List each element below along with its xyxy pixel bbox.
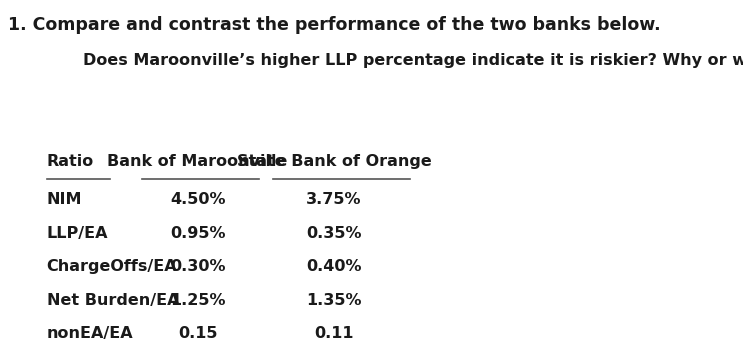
Text: Ratio: Ratio	[47, 153, 94, 169]
Text: Bank of Maroonville: Bank of Maroonville	[108, 153, 288, 169]
Text: 1.35%: 1.35%	[306, 293, 362, 308]
Text: nonEA/EA: nonEA/EA	[47, 326, 133, 341]
Text: 0.11: 0.11	[314, 326, 354, 341]
Text: Net Burden/EA: Net Burden/EA	[47, 293, 179, 308]
Text: State Bank of Orange: State Bank of Orange	[237, 153, 432, 169]
Text: 3.75%: 3.75%	[306, 192, 362, 207]
Text: 0.40%: 0.40%	[306, 259, 362, 274]
Text: LLP/EA: LLP/EA	[47, 226, 108, 241]
Text: ChargeOffs/EA: ChargeOffs/EA	[47, 259, 178, 274]
Text: 1.25%: 1.25%	[170, 293, 225, 308]
Text: 4.50%: 4.50%	[170, 192, 225, 207]
Text: 0.15: 0.15	[178, 326, 218, 341]
Text: Does Maroonville’s higher LLP percentage indicate it is riskier? Why or why not?: Does Maroonville’s higher LLP percentage…	[83, 53, 743, 68]
Text: 1. Compare and contrast the performance of the two banks below.: 1. Compare and contrast the performance …	[7, 16, 661, 34]
Text: 0.95%: 0.95%	[170, 226, 225, 241]
Text: 0.30%: 0.30%	[170, 259, 225, 274]
Text: 0.35%: 0.35%	[306, 226, 362, 241]
Text: NIM: NIM	[47, 192, 82, 207]
